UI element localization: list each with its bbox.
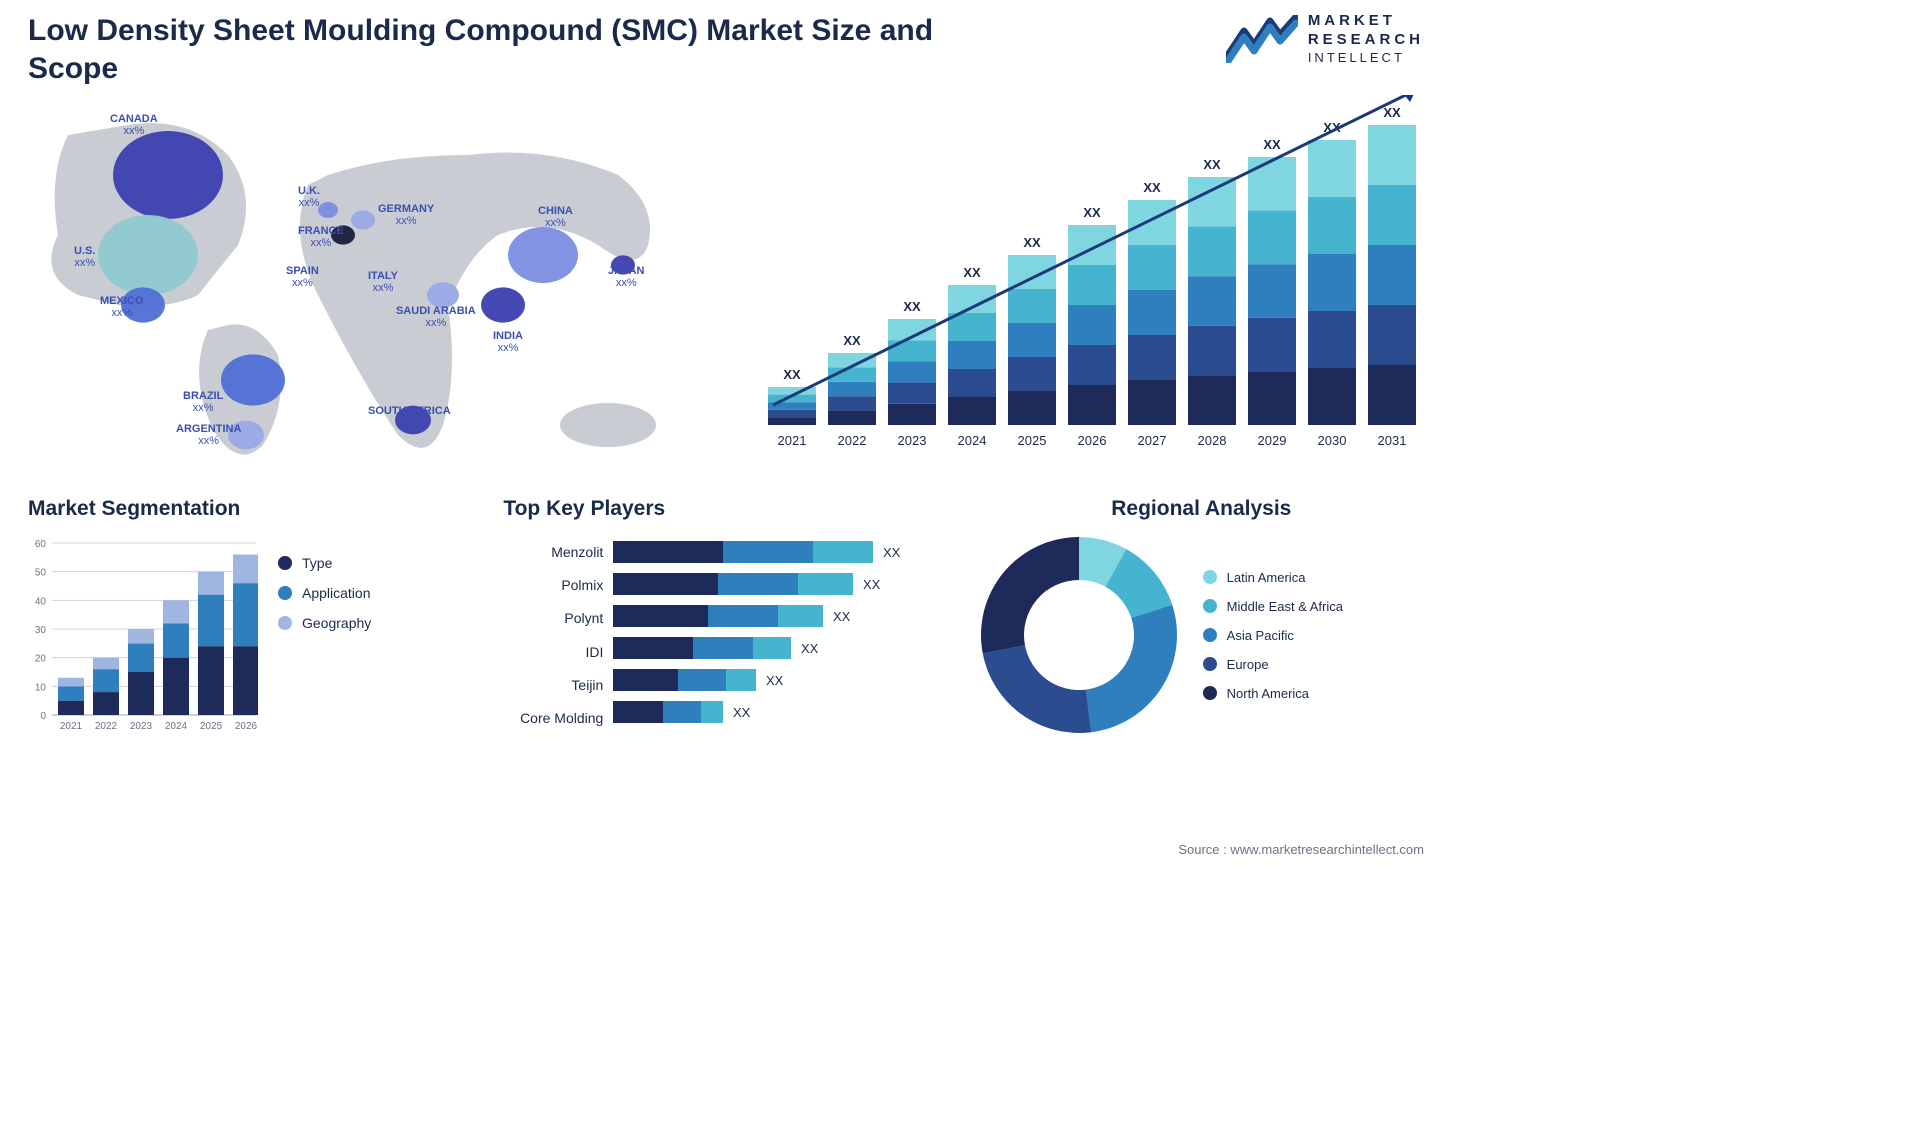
svg-text:30: 30 (35, 625, 47, 636)
logo-line1: MARKET (1308, 12, 1424, 31)
map-label: ITALYxx% (368, 270, 398, 294)
map-label: U.S.xx% (74, 245, 95, 269)
map-label: BRAZILxx% (183, 390, 223, 414)
svg-text:XX: XX (1023, 235, 1041, 250)
svg-text:XX: XX (843, 333, 861, 348)
logo-line2: RESEARCH (1308, 31, 1424, 50)
logo-line3: INTELLECT (1308, 50, 1424, 66)
brand-logo: MARKET RESEARCH INTELLECT (1226, 12, 1424, 66)
players-panel: Top Key Players Menzolit Polmix Polynt IDI T… (503, 497, 948, 735)
segmentation-panel: Market Segmentation 0 10 20 30 40 50 60 2021 202… (28, 497, 473, 735)
svg-text:2026: 2026 (1078, 433, 1107, 448)
world-map: CANADAxx% U.S.xx% MEXICOxx% BRAZILxx% ARGENT… (28, 95, 728, 475)
map-label: SAUDI ARABIAxx% (396, 305, 476, 329)
player-label: Polmix (503, 577, 603, 593)
player-label: Menzolit (503, 544, 603, 560)
map-label: FRANCExx% (298, 225, 344, 249)
growth-chart-svg: XX 2021 XX 2022 XX 2023 XX 2024 XX 2025 XX 2026 XX 20… (758, 95, 1438, 465)
growth-bar-chart: XX 2021 XX 2022 XX 2023 XX 2024 XX 2025 XX 2026 XX 20… (758, 95, 1438, 475)
legend-item: Europe (1203, 657, 1343, 672)
svg-text:XX: XX (1263, 137, 1281, 152)
svg-text:XX: XX (903, 299, 921, 314)
map-label: CHINAxx% (538, 205, 573, 229)
player-label: Polynt (503, 610, 603, 626)
segmentation-legend: Type Application Geography (278, 535, 371, 631)
legend-item: Asia Pacific (1203, 628, 1343, 643)
segmentation-chart-svg: 0 10 20 30 40 50 60 2021 2022 2023 2024 2025 2026 (28, 535, 258, 735)
svg-text:XX: XX (963, 265, 981, 280)
legend-item: Middle East & Africa (1203, 599, 1343, 614)
player-label: IDI (503, 644, 603, 660)
svg-text:40: 40 (35, 596, 47, 607)
map-label: SOUTH AFRICAxx% (368, 405, 451, 429)
svg-text:XX: XX (733, 705, 751, 720)
regional-donut-chart (979, 535, 1179, 735)
donut-svg (979, 535, 1179, 735)
svg-text:2021: 2021 (778, 433, 807, 448)
svg-text:2027: 2027 (1138, 433, 1167, 448)
svg-text:2030: 2030 (1318, 433, 1347, 448)
svg-text:XX: XX (883, 545, 901, 560)
map-label: CANADAxx% (110, 113, 158, 137)
svg-text:XX: XX (801, 641, 819, 656)
legend-item: North America (1203, 686, 1343, 701)
svg-text:10: 10 (35, 682, 47, 693)
regional-legend: Latin America Middle East & Africa Asia Pa… (1203, 570, 1343, 701)
svg-text:XX: XX (1203, 157, 1221, 172)
player-label: Teijin (503, 677, 603, 693)
map-label: INDIAxx% (493, 330, 523, 354)
svg-text:2029: 2029 (1258, 433, 1287, 448)
page-title: Low Density Sheet Moulding Compound (SMC… (28, 12, 988, 87)
map-label: SPAINxx% (286, 265, 319, 289)
players-labels: Menzolit Polmix Polynt IDI Teijin Core Moldin… (503, 535, 603, 735)
svg-text:2022: 2022 (838, 433, 867, 448)
map-label: ARGENTINAxx% (176, 423, 241, 447)
map-label: MEXICOxx% (100, 295, 143, 319)
svg-text:2024: 2024 (958, 433, 987, 448)
map-label: GERMANYxx% (378, 203, 434, 227)
source-attribution: Source : www.marketresearchintellect.com (1178, 842, 1424, 857)
svg-text:2023: 2023 (130, 721, 153, 732)
legend-item: Latin America (1203, 570, 1343, 585)
svg-text:20: 20 (35, 654, 47, 665)
svg-text:XX: XX (783, 367, 801, 382)
svg-text:2031: 2031 (1378, 433, 1407, 448)
segmentation-title: Market Segmentation (28, 497, 473, 521)
legend-item: Application (278, 585, 371, 601)
players-title: Top Key Players (503, 497, 948, 521)
svg-text:2028: 2028 (1198, 433, 1227, 448)
svg-text:XX: XX (833, 609, 851, 624)
svg-text:2026: 2026 (235, 721, 258, 732)
segmentation-chart: 0 10 20 30 40 50 60 2021 2022 2023 2024 2025 2026 (28, 535, 258, 735)
regional-panel: Regional Analysis Latin America Middle Ea… (979, 497, 1424, 735)
svg-text:XX: XX (863, 577, 881, 592)
legend-item: Geography (278, 615, 371, 631)
svg-text:XX: XX (1383, 105, 1401, 120)
svg-text:2025: 2025 (1018, 433, 1047, 448)
svg-text:2021: 2021 (60, 721, 83, 732)
svg-text:2022: 2022 (95, 721, 118, 732)
svg-text:2025: 2025 (200, 721, 223, 732)
svg-text:XX: XX (1083, 205, 1101, 220)
map-label: U.K.xx% (298, 185, 320, 209)
map-label: JAPANxx% (608, 265, 644, 289)
svg-text:2024: 2024 (165, 721, 188, 732)
svg-text:2023: 2023 (898, 433, 927, 448)
players-chart-svg: XX XX XX XX XX XX (613, 535, 913, 735)
player-label: Core Molding (503, 710, 603, 726)
svg-text:XX: XX (1143, 180, 1161, 195)
svg-text:0: 0 (40, 711, 46, 722)
svg-text:60: 60 (35, 539, 47, 550)
regional-title: Regional Analysis (979, 497, 1424, 521)
svg-text:XX: XX (766, 673, 784, 688)
logo-mark-icon (1226, 15, 1298, 63)
legend-item: Type (278, 555, 371, 571)
players-chart: XX XX XX XX XX XX (613, 535, 948, 735)
svg-text:50: 50 (35, 568, 47, 579)
